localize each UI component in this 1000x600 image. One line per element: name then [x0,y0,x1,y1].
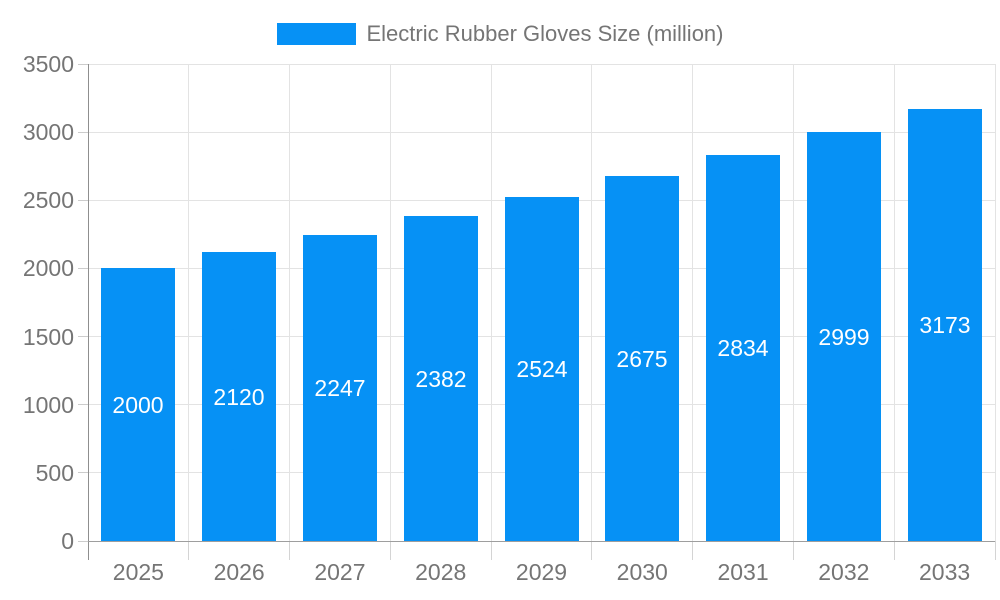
gridline-vertical [692,64,694,541]
x-axis-tick [994,541,996,560]
bar-value-label: 2675 [616,345,668,372]
x-axis-tick [389,541,391,560]
bar-2027[interactable]: 2247 [303,235,377,541]
x-tick-label: 2030 [616,559,668,585]
x-axis-tick [490,541,492,560]
y-tick-label: 2000 [22,255,74,282]
bar-2030[interactable]: 2675 [605,176,679,541]
y-axis-line [88,64,89,560]
x-axis-tick [289,541,291,560]
bar-2031[interactable]: 2834 [706,155,780,541]
bar-2033[interactable]: 3173 [908,109,982,541]
gridline-vertical [994,64,996,541]
gridline-vertical [289,64,291,541]
bar-value-label: 2120 [213,383,265,410]
y-tick-label: 500 [35,459,74,486]
bar-value-label: 2834 [717,335,769,361]
bar-2026[interactable]: 2120 [202,252,276,541]
x-tick-label: 2033 [919,559,971,585]
x-axis-line [88,541,995,542]
x-tick-label: 2026 [213,559,265,585]
bar-value-label: 2999 [818,323,870,350]
y-axis-tick [78,404,88,406]
plot-area: 2000 2120 2247 2382 2524 2675 2834 2999 3173 [78,63,996,560]
x-axis-tick [591,541,593,560]
y-tick-label: 2500 [22,187,74,214]
gridline-vertical [188,64,190,541]
x-tick-label: 2025 [112,559,164,585]
y-axis-tick [78,472,88,474]
bar-2029[interactable]: 2524 [505,197,579,541]
y-tick-label: 0 [61,528,74,554]
x-tick-label: 2028 [415,559,467,585]
y-tick-label: 3000 [22,119,74,146]
y-axis-tick [78,540,88,542]
y-axis-tick [78,131,88,133]
x-tick-label: 2032 [818,559,870,585]
x-axis-tick [188,541,190,560]
gridline-vertical [591,64,593,541]
y-axis-tick [78,267,88,269]
gridline-horizontal [88,131,995,133]
bar-value-label: 2247 [314,375,366,401]
y-tick-label: 1000 [22,391,74,418]
y-axis-tick [78,63,88,65]
bar-2028[interactable]: 2382 [404,216,478,541]
y-axis-tick [78,336,88,338]
gridline-horizontal [88,63,995,65]
gridline-vertical [490,64,492,541]
bar-value-label: 2000 [112,391,164,418]
y-axis-tick [78,199,88,201]
x-tick-label: 2029 [515,559,568,585]
legend-label: Electric Rubber Gloves Size (million) [366,21,724,46]
y-tick-label: 1500 [22,323,74,350]
bar-value-label: 2524 [516,356,568,382]
bar-value-label: 3173 [919,312,971,338]
bar-2032[interactable]: 2999 [807,132,881,541]
x-tick-label: 2031 [717,559,769,585]
bar-2025[interactable]: 2000 [101,268,175,541]
bar-value-label: 2382 [415,365,467,392]
legend[interactable]: Electric Rubber Gloves Size (million) [0,21,1000,47]
legend-swatch-icon [276,23,356,45]
gridline-vertical [893,64,895,541]
gridline-vertical [792,64,794,541]
x-axis-tick [692,541,694,560]
x-tick-label: 2027 [314,559,366,585]
x-axis-tick [792,541,794,560]
gridline-vertical [389,64,391,541]
x-axis-tick [893,541,895,560]
y-tick-label: 3500 [22,51,74,77]
